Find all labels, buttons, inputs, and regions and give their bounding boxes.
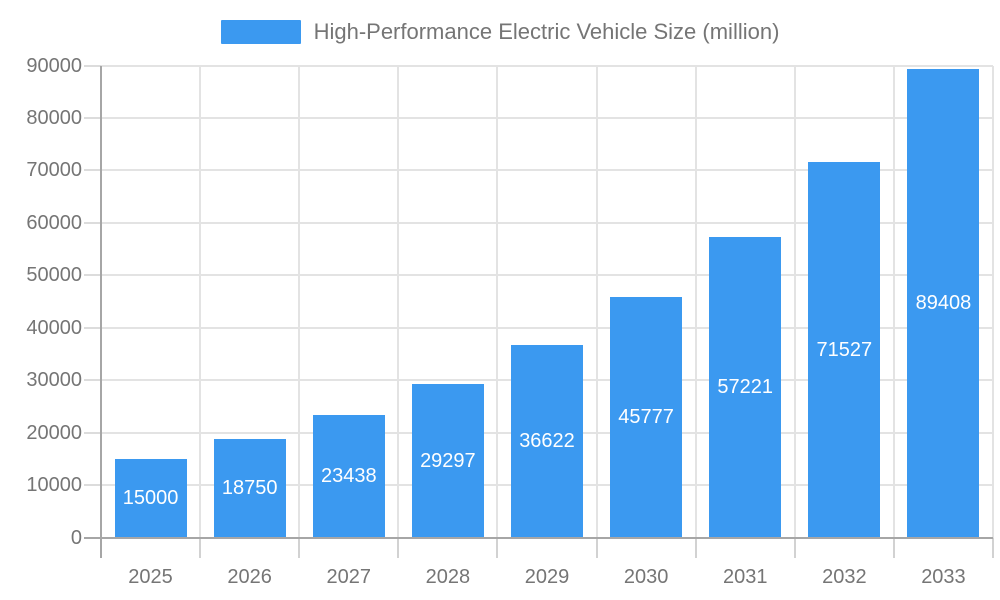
bar[interactable]: 45777 bbox=[610, 297, 683, 538]
y-tick-label: 50000 bbox=[26, 264, 82, 287]
gridline-v bbox=[595, 65, 598, 538]
x-axis-tick bbox=[793, 537, 796, 558]
gridline-h bbox=[101, 221, 993, 224]
gridline-h bbox=[101, 169, 993, 172]
gridline-h bbox=[101, 274, 993, 277]
bar[interactable]: 29297 bbox=[411, 383, 484, 538]
gridline-v bbox=[694, 65, 697, 538]
gridline-v bbox=[496, 65, 499, 538]
bar-text: 89408 bbox=[915, 292, 972, 315]
gridline-v bbox=[298, 65, 301, 538]
y-axis-tick bbox=[84, 484, 101, 487]
x-tick-label: 2032 bbox=[822, 565, 867, 588]
bar-text: 23438 bbox=[320, 465, 377, 488]
y-tick-label: 90000 bbox=[26, 54, 82, 77]
gridline-v bbox=[793, 65, 796, 538]
bar-text: 15000 bbox=[122, 487, 179, 510]
gridline-v bbox=[397, 65, 400, 538]
legend-label: High-Performance Electric Vehicle Size (… bbox=[313, 19, 780, 44]
bar-text: 57221 bbox=[717, 376, 774, 399]
bar-text: 71527 bbox=[816, 338, 873, 361]
x-tick-label: 2033 bbox=[921, 565, 966, 588]
x-tick-label: 2028 bbox=[425, 565, 471, 588]
x-axis-tick bbox=[199, 537, 202, 558]
x-tick-label: 2026 bbox=[227, 565, 272, 588]
y-tick-label: 70000 bbox=[26, 159, 82, 182]
bar[interactable]: 57221 bbox=[709, 237, 782, 538]
bar[interactable]: 36622 bbox=[511, 345, 583, 538]
y-tick-label: 0 bbox=[70, 526, 82, 549]
gridline-h bbox=[101, 326, 993, 329]
bar-text: 36622 bbox=[519, 430, 575, 453]
legend-swatch bbox=[220, 20, 301, 44]
y-axis-tick bbox=[84, 326, 101, 329]
x-axis-tick bbox=[892, 537, 895, 558]
gridline-h bbox=[101, 64, 993, 67]
y-tick-label: 60000 bbox=[26, 211, 82, 234]
chart-legend[interactable]: High-Performance Electric Vehicle Size (… bbox=[0, 14, 1000, 50]
gridline-v bbox=[992, 65, 994, 538]
bar[interactable]: 23438 bbox=[312, 414, 385, 538]
y-axis-tick bbox=[84, 221, 101, 224]
bar[interactable]: 15000 bbox=[114, 458, 187, 538]
y-tick-label: 80000 bbox=[26, 106, 82, 129]
gridline-v bbox=[199, 65, 202, 538]
y-tick-label: 20000 bbox=[26, 421, 82, 444]
gridline-v bbox=[892, 65, 895, 538]
bar[interactable]: 18750 bbox=[213, 439, 286, 538]
x-axis-tick bbox=[298, 537, 301, 558]
x-axis-tick bbox=[397, 537, 400, 558]
y-axis-tick bbox=[84, 379, 101, 382]
x-axis-line bbox=[84, 536, 993, 539]
x-tick-label: 2031 bbox=[722, 565, 768, 588]
y-axis-tick bbox=[84, 169, 101, 172]
bar-text: 45777 bbox=[618, 406, 674, 429]
gridline-h bbox=[101, 116, 993, 119]
y-axis-tick bbox=[84, 116, 101, 119]
y-tick-label: 30000 bbox=[26, 369, 82, 392]
y-tick-label: 40000 bbox=[26, 316, 82, 339]
y-axis-line bbox=[100, 65, 102, 558]
bar[interactable]: 89408 bbox=[907, 68, 980, 538]
x-axis-tick bbox=[595, 537, 598, 558]
y-axis-tick bbox=[84, 431, 101, 434]
x-axis-tick bbox=[496, 537, 499, 558]
bar-text: 18750 bbox=[221, 477, 278, 500]
bar-text: 29297 bbox=[420, 449, 476, 472]
y-axis-tick bbox=[84, 274, 101, 277]
x-tick-label: 2030 bbox=[623, 565, 669, 588]
x-tick-label: 2027 bbox=[326, 565, 372, 588]
bar[interactable]: 71527 bbox=[808, 162, 881, 538]
x-axis-tick bbox=[992, 537, 994, 558]
x-tick-label: 2029 bbox=[524, 565, 570, 588]
x-axis-tick bbox=[694, 537, 697, 558]
x-tick-label: 2025 bbox=[128, 565, 173, 588]
y-tick-label: 10000 bbox=[26, 474, 82, 497]
y-axis-tick bbox=[84, 64, 101, 67]
